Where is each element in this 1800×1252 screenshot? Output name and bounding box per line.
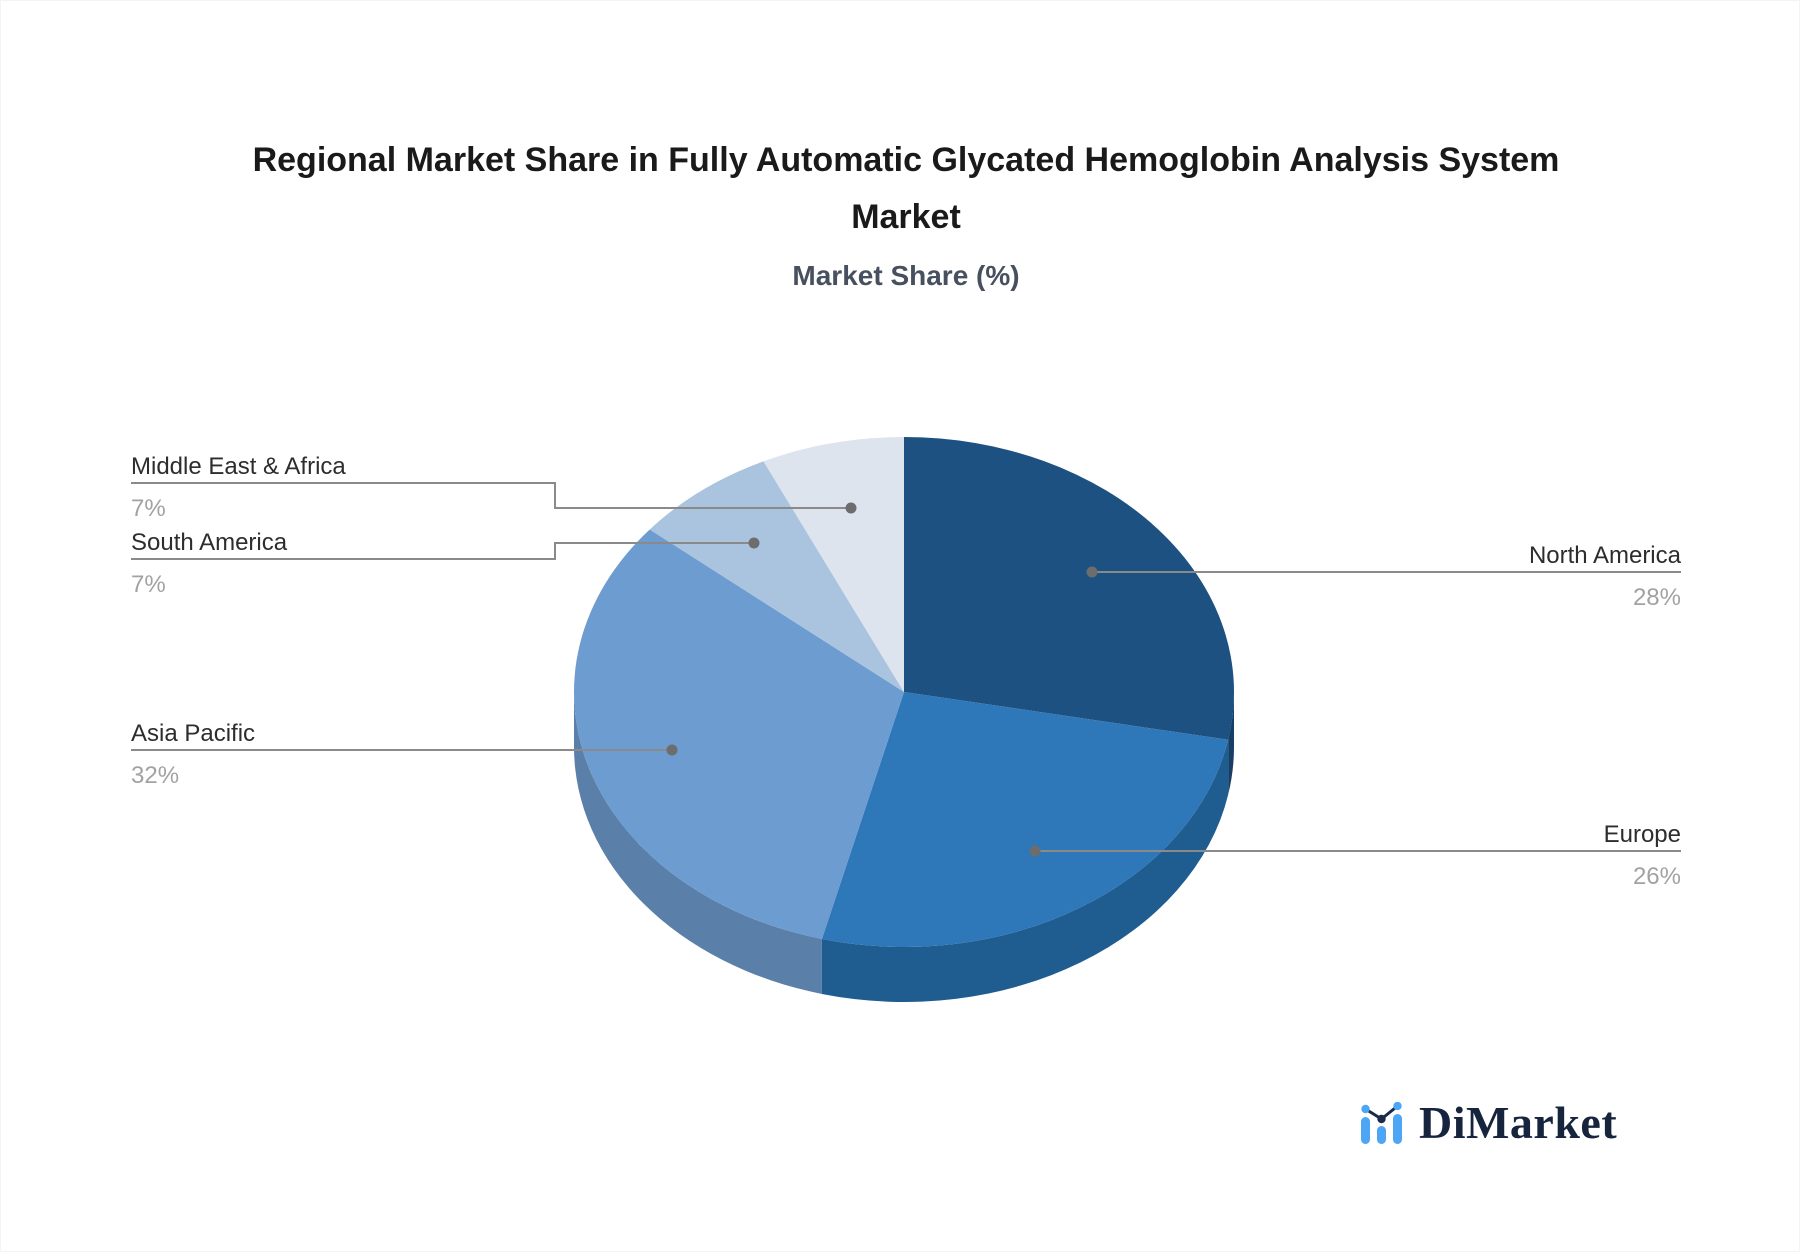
slice-percent-south-america: 7% [131,571,166,598]
slice-percent-europe: 26% [1633,863,1681,890]
pie-slice-europe[interactable] [821,692,1229,948]
pie-slice-north-america[interactable] [904,437,1235,740]
callout-dot-europe [1029,845,1041,857]
callout-dot-middle-east-africa [845,502,857,514]
callout-dot-south-america [748,537,760,549]
bar-line-chart-icon [1361,1102,1402,1144]
dimarket-logo: DiMarket [1361,1097,1617,1149]
slice-label-south-america: South America [131,529,288,556]
slice-label-asia-pacific: Asia Pacific [131,720,255,747]
pie-side-europe [821,739,1229,1003]
pie-side-asia-pacific [574,692,822,994]
pie-3d-sides [574,692,1234,1003]
pie[interactable] [573,437,1235,948]
callout-dot-north-america [1086,566,1098,578]
slice-percent-asia-pacific: 32% [131,762,179,789]
pie-slice-south-america[interactable] [649,461,904,692]
callout-labels: North America 28% Europe 26% Asia Pacific 32%… [131,453,1682,890]
chart-subtitle: Market Share (%) [792,260,1019,291]
slice-label-europe: Europe [1604,821,1681,848]
logo-text: DiMarket [1419,1097,1618,1148]
callout-south-america: South America 7% [131,529,760,598]
callout-dot-asia-pacific [666,744,678,756]
callout-north-america: North America 28% [1086,542,1682,611]
callout-europe: Europe 26% [1029,821,1681,890]
chart-title-line1: Regional Market Share in Fully Automatic… [253,141,1560,179]
slice-percent-north-america: 28% [1633,584,1681,611]
chart-title-line2: Market [851,198,961,236]
callout-middle-east-africa: Middle East & Africa 7% [131,453,857,522]
pie-slice-middle-east-africa[interactable] [763,437,904,692]
slice-percent-middle-east-africa: 7% [131,495,166,522]
callout-asia-pacific: Asia Pacific 32% [131,720,678,789]
pie-slice-asia-pacific[interactable] [573,529,904,939]
pie-side-north-america [1228,692,1234,795]
slice-label-middle-east-africa: Middle East & Africa [131,453,346,480]
slice-label-north-america: North America [1529,542,1682,569]
